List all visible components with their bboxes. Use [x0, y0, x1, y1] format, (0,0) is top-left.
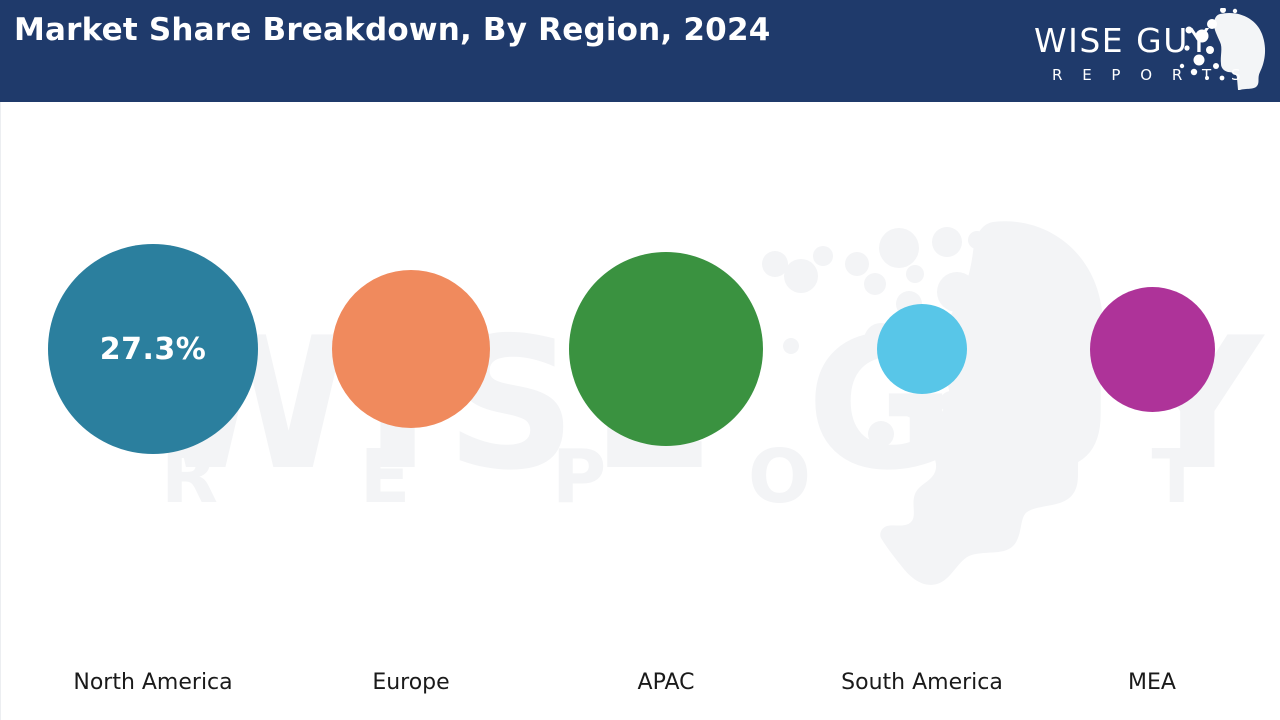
wise-guy-reports-logo: WISE GUY R E P O R T S — [1024, 8, 1274, 94]
category-label-apac: APAC — [637, 670, 695, 695]
category-label-north-america: North America — [73, 670, 233, 695]
bubble-north-america[interactable]: 27.3% — [48, 244, 258, 454]
bubble-mea[interactable] — [1089, 286, 1215, 412]
category-label-europe: Europe — [372, 670, 450, 695]
category-label-south-america: South America — [841, 670, 1003, 695]
chart-canvas: WISE GUY R E P O R T S — [0, 102, 1280, 720]
header-bar: Market Share Breakdown, By Region, 2024 … — [0, 0, 1280, 102]
svg-text:WISE GUY: WISE GUY — [1034, 21, 1211, 60]
bubble-apac[interactable] — [569, 252, 763, 446]
bubble-series: 27.3% — [1, 102, 1280, 720]
page-title: Market Share Breakdown, By Region, 2024 — [14, 12, 771, 48]
bubble-value-label: 27.3% — [99, 331, 207, 367]
svg-text:R E P O R T S: R E P O R T S — [1052, 66, 1248, 84]
category-label-mea: MEA — [1128, 670, 1176, 695]
bubble-europe[interactable] — [332, 270, 490, 428]
bubble-south-america[interactable] — [877, 304, 967, 394]
